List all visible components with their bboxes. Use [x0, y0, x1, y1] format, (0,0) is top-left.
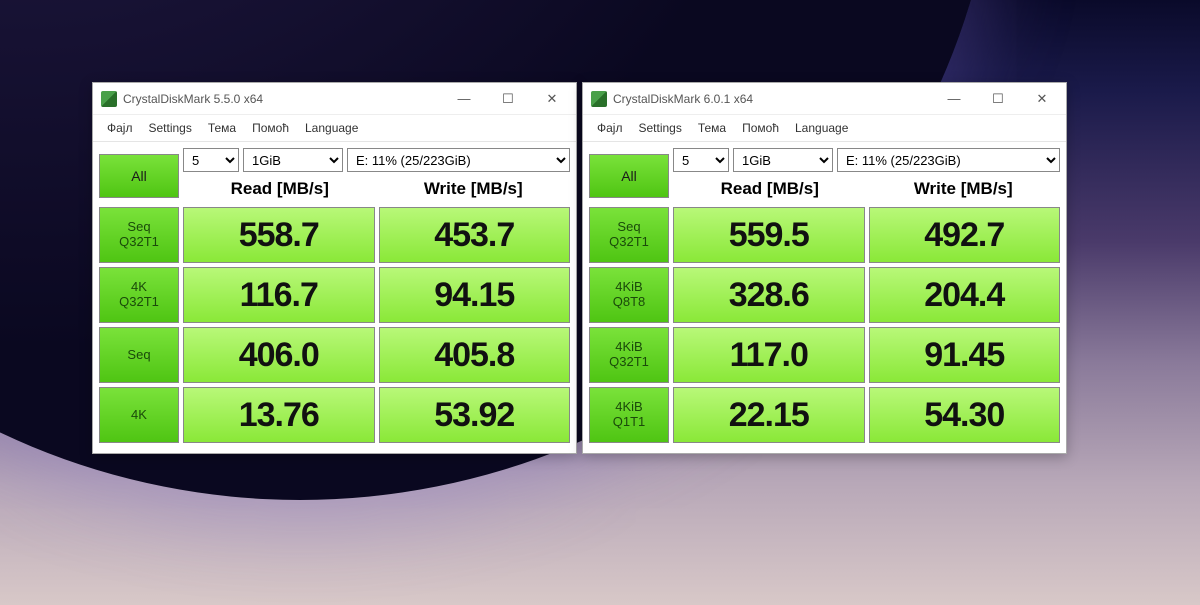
write-value: 204.4: [869, 267, 1061, 323]
all-button[interactable]: All: [589, 154, 669, 198]
test-seq-q32t1-button[interactable]: SeqQ32T1: [589, 207, 669, 263]
menubar: Фајл Settings Тема Помоћ Language: [583, 115, 1066, 142]
content-area: All 5 1GiB E: 11% (25/223GiB) Read [MB/s…: [583, 142, 1066, 453]
read-header: Read [MB/s]: [183, 175, 377, 203]
test-4kib-q32t1-button[interactable]: 4KiBQ32T1: [589, 327, 669, 383]
menu-help[interactable]: Помоћ: [246, 119, 295, 137]
read-value: 558.7: [183, 207, 375, 263]
write-value: 94.15: [379, 267, 571, 323]
menu-settings[interactable]: Settings: [142, 119, 197, 137]
close-button[interactable]: ✕: [1020, 84, 1064, 114]
read-value: 406.0: [183, 327, 375, 383]
read-value: 116.7: [183, 267, 375, 323]
write-value: 91.45: [869, 327, 1061, 383]
test-seq-q32t1-button[interactable]: SeqQ32T1: [99, 207, 179, 263]
read-value: 22.15: [673, 387, 865, 443]
titlebar[interactable]: CrystalDiskMark 6.0.1 x64 — ☐ ✕: [583, 83, 1066, 115]
read-value: 13.76: [183, 387, 375, 443]
runs-select[interactable]: 5: [183, 148, 239, 172]
menu-theme[interactable]: Тема: [202, 119, 242, 137]
read-value: 117.0: [673, 327, 865, 383]
menu-file[interactable]: Фајл: [101, 119, 138, 137]
write-value: 53.92: [379, 387, 571, 443]
menu-help[interactable]: Помоћ: [736, 119, 785, 137]
result-row: SeqQ32T1 559.5 492.7: [589, 207, 1060, 263]
menu-settings[interactable]: Settings: [632, 119, 687, 137]
app-icon: [101, 91, 117, 107]
write-value: 453.7: [379, 207, 571, 263]
titlebar[interactable]: CrystalDiskMark 5.5.0 x64 — ☐ ✕: [93, 83, 576, 115]
all-button[interactable]: All: [99, 154, 179, 198]
result-row: 4KiBQ1T1 22.15 54.30: [589, 387, 1060, 443]
test-4kib-q1t1-button[interactable]: 4KiBQ1T1: [589, 387, 669, 443]
window-title: CrystalDiskMark 6.0.1 x64: [613, 92, 932, 106]
menu-file[interactable]: Фајл: [591, 119, 628, 137]
size-select[interactable]: 1GiB: [733, 148, 833, 172]
result-row: 4K 13.76 53.92: [99, 387, 570, 443]
result-row: 4KQ32T1 116.7 94.15: [99, 267, 570, 323]
menu-language[interactable]: Language: [789, 119, 854, 137]
window-crystaldiskmark-6: CrystalDiskMark 6.0.1 x64 — ☐ ✕ Фајл Set…: [582, 82, 1067, 454]
menubar: Фајл Settings Тема Помоћ Language: [93, 115, 576, 142]
write-header: Write [MB/s]: [377, 175, 571, 203]
test-4kib-q8t8-button[interactable]: 4KiBQ8T8: [589, 267, 669, 323]
test-seq-button[interactable]: Seq: [99, 327, 179, 383]
window-crystaldiskmark-5: CrystalDiskMark 5.5.0 x64 — ☐ ✕ Фајл Set…: [92, 82, 577, 454]
menu-language[interactable]: Language: [299, 119, 364, 137]
drive-select[interactable]: E: 11% (25/223GiB): [837, 148, 1060, 172]
size-select[interactable]: 1GiB: [243, 148, 343, 172]
result-row: SeqQ32T1 558.7 453.7: [99, 207, 570, 263]
maximize-button[interactable]: ☐: [486, 84, 530, 114]
drive-select[interactable]: E: 11% (25/223GiB): [347, 148, 570, 172]
write-value: 492.7: [869, 207, 1061, 263]
write-value: 405.8: [379, 327, 571, 383]
window-title: CrystalDiskMark 5.5.0 x64: [123, 92, 442, 106]
menu-theme[interactable]: Тема: [692, 119, 732, 137]
result-row: 4KiBQ32T1 117.0 91.45: [589, 327, 1060, 383]
minimize-button[interactable]: —: [932, 84, 976, 114]
close-button[interactable]: ✕: [530, 84, 574, 114]
write-value: 54.30: [869, 387, 1061, 443]
result-row: Seq 406.0 405.8: [99, 327, 570, 383]
result-row: 4KiBQ8T8 328.6 204.4: [589, 267, 1060, 323]
read-value: 559.5: [673, 207, 865, 263]
write-header: Write [MB/s]: [867, 175, 1061, 203]
test-4k-button[interactable]: 4K: [99, 387, 179, 443]
minimize-button[interactable]: —: [442, 84, 486, 114]
desktop: CrystalDiskMark 5.5.0 x64 — ☐ ✕ Фајл Set…: [0, 0, 1200, 605]
content-area: All 5 1GiB E: 11% (25/223GiB) Read [MB/s…: [93, 142, 576, 453]
runs-select[interactable]: 5: [673, 148, 729, 172]
read-header: Read [MB/s]: [673, 175, 867, 203]
test-4k-q32t1-button[interactable]: 4KQ32T1: [99, 267, 179, 323]
read-value: 328.6: [673, 267, 865, 323]
app-icon: [591, 91, 607, 107]
maximize-button[interactable]: ☐: [976, 84, 1020, 114]
